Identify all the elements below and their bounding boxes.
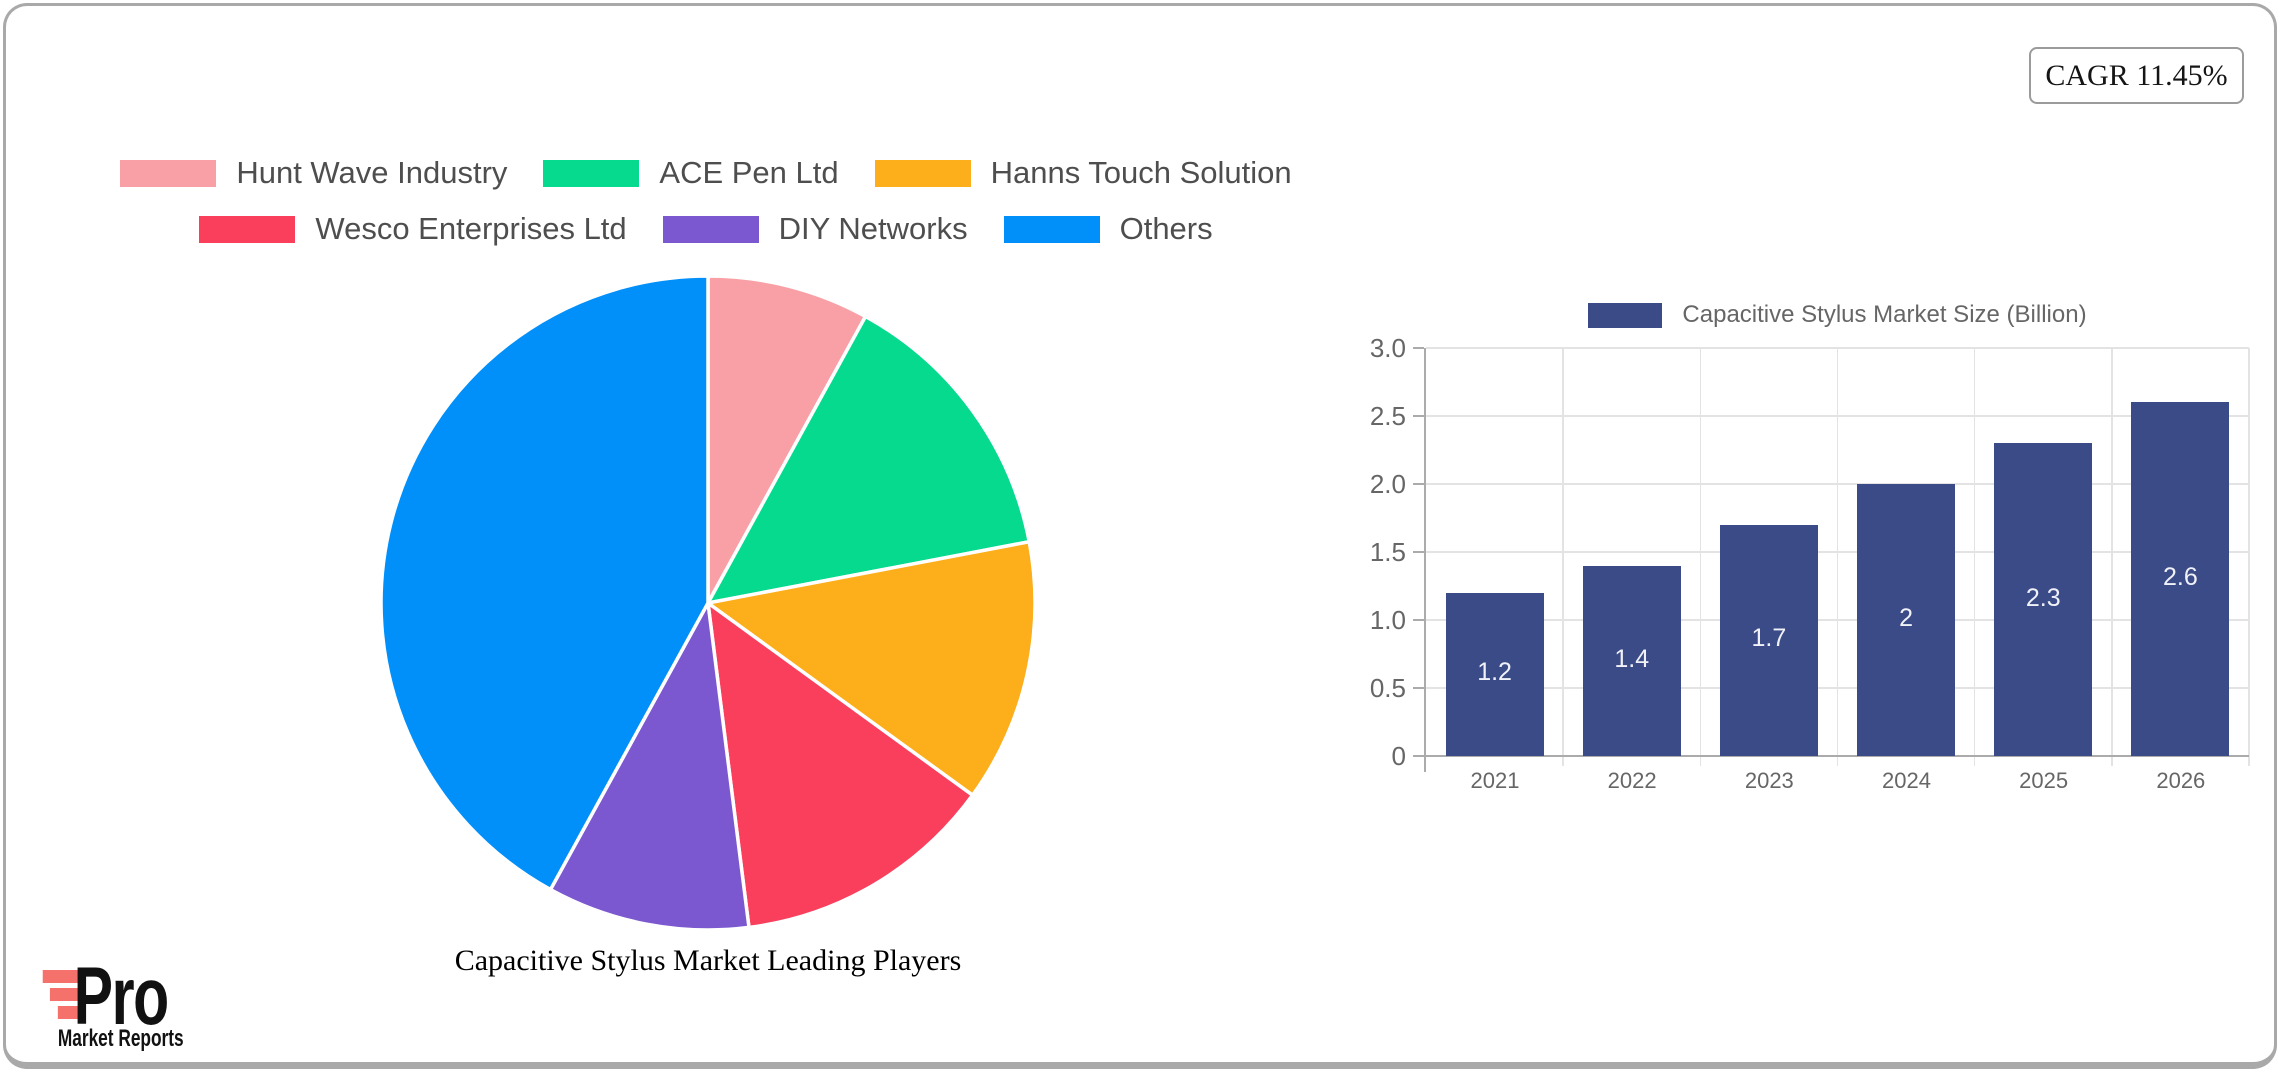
pie-slice-hunt-wave-industry	[706, 274, 868, 605]
y-axis-tick	[1413, 347, 1424, 349]
bar-value-label: 1.7	[1751, 624, 1787, 653]
bar-chart-legend-item[interactable]: Capacitive Stylus Market Size (Billion)	[1426, 301, 2249, 328]
gridline-vertical	[1562, 348, 1564, 766]
logo-title: Pro	[73, 951, 170, 1042]
x-tick-label: 2022	[1607, 768, 1657, 793]
y-axis-tick	[1413, 415, 1424, 417]
y-tick-label: 0.5	[1369, 673, 1406, 703]
bar-2026	[2131, 402, 2230, 756]
legend-label: Hunt Wave Industry	[236, 155, 508, 190]
logo-bar-icon	[57, 1006, 83, 1019]
x-tick-label: 2026	[2156, 768, 2206, 793]
y-tick-label: 2.5	[1369, 401, 1406, 431]
legend-item-hunt-wave-industry[interactable]: Hunt Wave Industry	[120, 156, 507, 190]
legend-item-wesco-enterprises-ltd[interactable]: Wesco Enterprises Ltd	[199, 211, 627, 246]
bar-2024	[1857, 484, 1956, 756]
y-axis-tick	[1413, 483, 1424, 485]
bar-legend-swatch	[1588, 302, 1663, 328]
bar-value-label: 2.3	[2025, 583, 2061, 612]
bar-2025	[1994, 443, 2093, 756]
pie-chart	[379, 274, 1037, 932]
bar-2021	[1445, 592, 1544, 756]
legend-label: ACE Pen Ltd	[659, 155, 839, 190]
legend-item-diy-networks[interactable]: DIY Networks	[662, 211, 968, 246]
bar-legend-label: Capacitive Stylus Market Size (Billion)	[1682, 301, 2087, 328]
cagr-badge: CAGR 11.45%	[2029, 47, 2244, 104]
y-axis-tick	[1413, 619, 1424, 621]
logo-bar-icon	[42, 970, 80, 983]
pie-slice-diy-networks	[548, 601, 751, 932]
bar-value-label: 2.6	[2163, 563, 2198, 592]
pie-slice-others	[379, 274, 710, 892]
logo-bar-icon	[49, 988, 80, 1001]
legend-swatch	[874, 159, 971, 187]
legend-label: Others	[1119, 211, 1213, 246]
y-axis-tick	[1413, 755, 1424, 757]
bar-plot-area: 3.0 2.5 2.0 1.5 1.0 0.5 0 1.2 2021 1.4 2022 1.7 2023…	[1370, 333, 2250, 793]
y-axis-line	[1424, 348, 1426, 772]
legend-swatch	[199, 215, 296, 243]
y-tick-label: 1.5	[1369, 537, 1406, 567]
pie-chart-legend: Hunt Wave Industry ACE Pen Ltd Hanns Touch…	[46, 156, 1366, 246]
cagr-badge-label: CAGR 11.45%	[2045, 58, 2228, 92]
x-tick-label: 2025	[2019, 768, 2069, 793]
legend-item-hanns-touch-solution[interactable]: Hanns Touch Solution	[874, 155, 1292, 190]
x-tick-label: 2023	[1744, 768, 1794, 793]
y-tick-label: 1.0	[1369, 605, 1406, 635]
pie-slice-ace-pen-ltd	[706, 314, 1031, 605]
bar-value-label: 1.2	[1477, 658, 1512, 687]
pie-slice-wesco-enterprises-ltd	[706, 601, 975, 930]
y-tick-label: 0	[1391, 741, 1406, 771]
legend-swatch	[1003, 215, 1100, 243]
pie-chart-title: Capacitive Stylus Market Leading Players	[454, 944, 962, 977]
y-tick-label: 3.0	[1369, 333, 1406, 363]
legend-swatch	[120, 159, 217, 187]
pie-slice-hanns-touch-solution	[706, 539, 1037, 797]
legend-label: DIY Networks	[778, 211, 968, 246]
report-card: CAGR 11.45% Hunt Wave Industry ACE Pen Lt…	[3, 3, 2277, 1069]
y-axis-tick	[1413, 687, 1424, 689]
gridline-vertical	[1836, 348, 1839, 766]
bar-2023	[1719, 524, 1818, 756]
logo-tagline: Market Reports	[57, 1025, 184, 1052]
pro-market-reports-logo: Pro Market Reports	[42, 956, 215, 1068]
bar-2022	[1582, 565, 1681, 756]
gridline-vertical	[2111, 348, 2113, 766]
x-axis-line	[1413, 754, 2249, 757]
gridline-vertical	[1973, 348, 1976, 766]
gridline-vertical	[2248, 348, 2250, 766]
bar-chart: Capacitive Stylus Market Size (Billion) …	[1370, 301, 2250, 793]
legend-label: Hanns Touch Solution	[990, 155, 1292, 190]
legend-label: Wesco Enterprises Ltd	[315, 211, 627, 246]
legend-item-ace-pen-ltd[interactable]: ACE Pen Ltd	[543, 155, 839, 190]
bar-value-label: 2	[1899, 604, 1914, 632]
x-tick-label: 2021	[1470, 768, 1520, 793]
legend-swatch	[662, 215, 759, 243]
x-tick-label: 2024	[1882, 768, 1931, 793]
y-axis-tick	[1413, 551, 1424, 553]
bar-value-label: 1.4	[1614, 644, 1650, 673]
legend-item-others[interactable]: Others	[1003, 211, 1213, 246]
legend-swatch	[543, 159, 640, 187]
y-tick-label: 2.0	[1369, 469, 1406, 499]
gridline-vertical	[1699, 348, 1702, 766]
